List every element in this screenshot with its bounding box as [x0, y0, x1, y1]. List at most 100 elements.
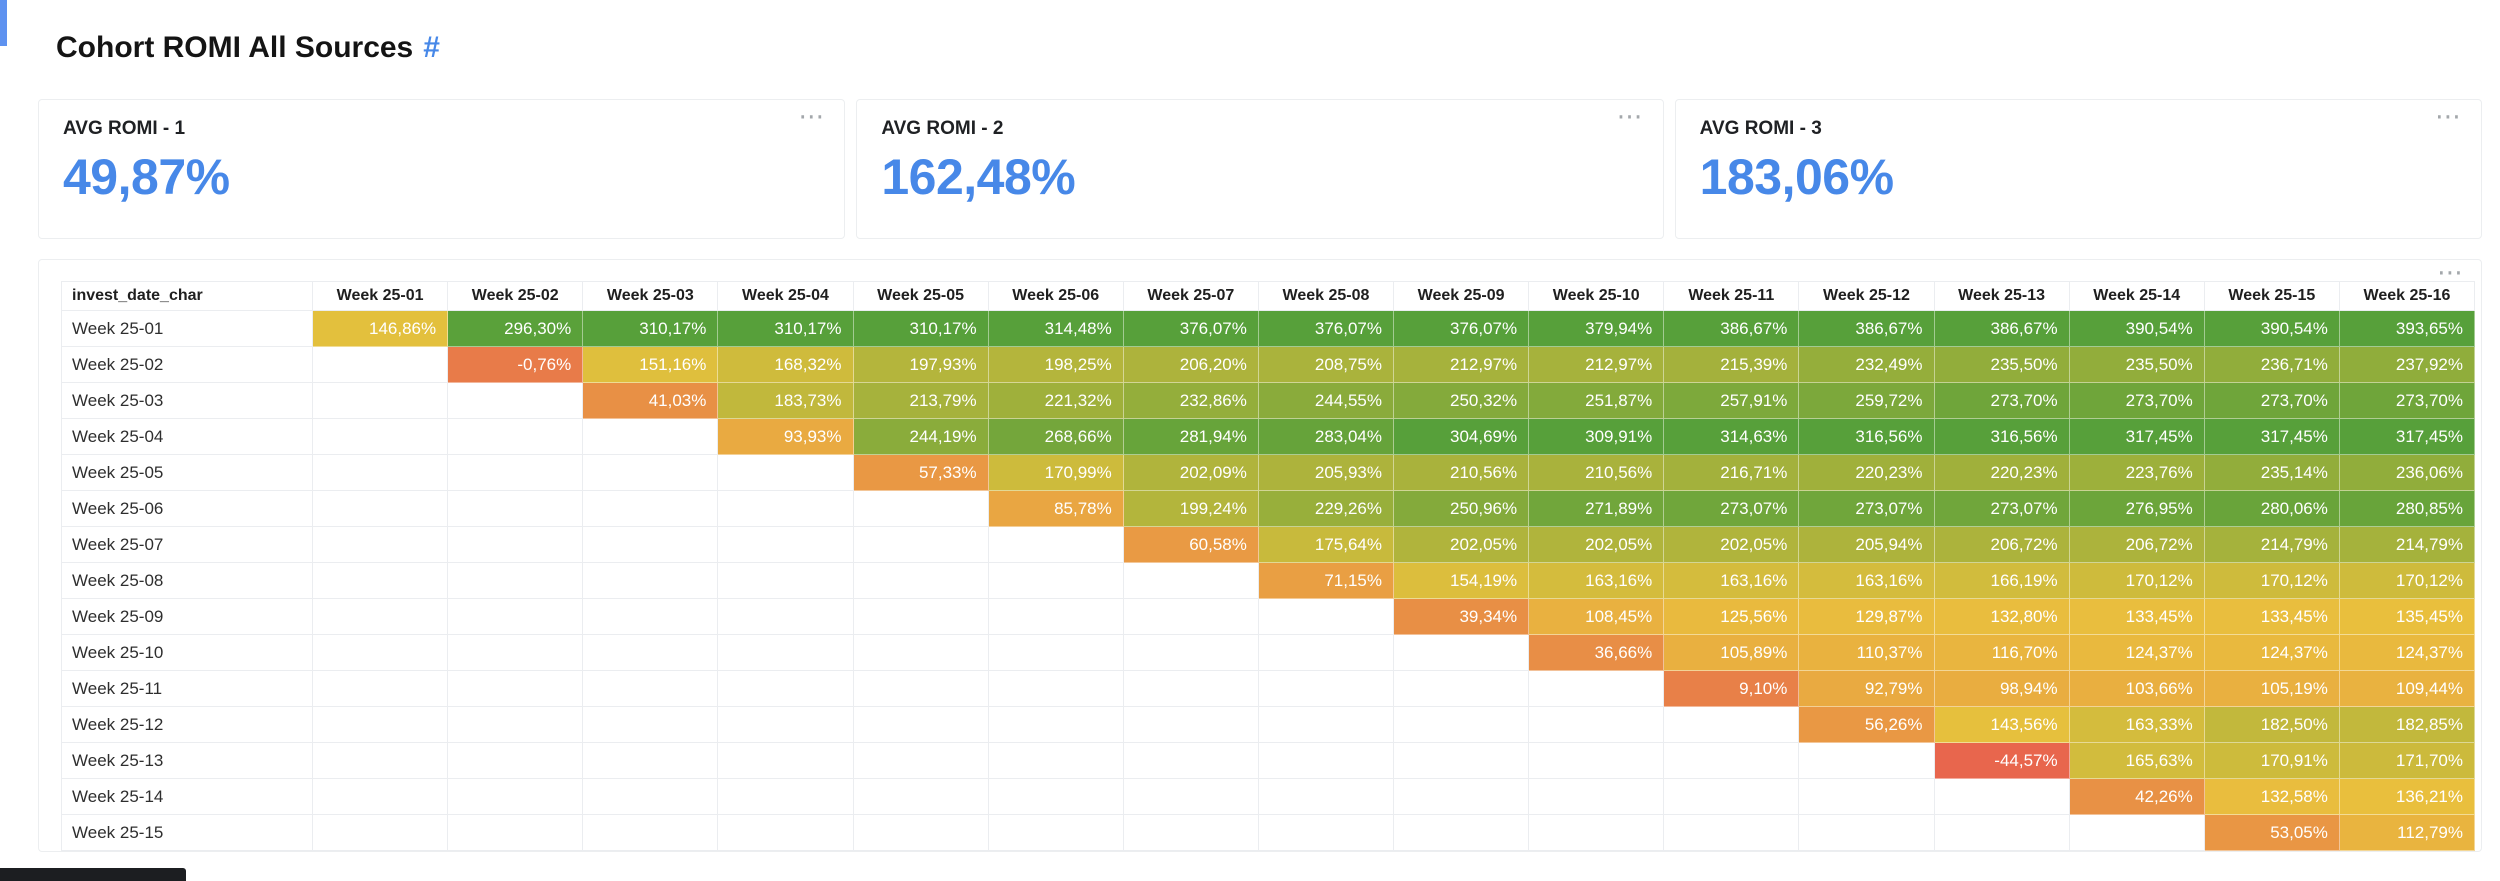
- heatmap-cell: 212,97%: [1529, 347, 1665, 383]
- column-header[interactable]: Week 25-08: [1258, 281, 1394, 311]
- empty-cell: [1123, 707, 1259, 743]
- column-header[interactable]: Week 25-06: [988, 281, 1124, 311]
- row-label: Week 25-06: [61, 491, 313, 527]
- heatmap-cell: 163,16%: [1529, 563, 1665, 599]
- column-header[interactable]: Week 25-04: [718, 281, 854, 311]
- heatmap-cell: 212,97%: [1394, 347, 1530, 383]
- widget-menu-icon[interactable]: ⋯: [2437, 257, 2463, 287]
- empty-cell: [1529, 815, 1665, 851]
- column-header[interactable]: Week 25-15: [2204, 281, 2340, 311]
- heatmap-cell: 197,93%: [853, 347, 989, 383]
- heatmap-cell: 151,16%: [583, 347, 719, 383]
- heatmap-cell: 273,07%: [1799, 491, 1935, 527]
- bottom-bar-fragment: [0, 868, 186, 881]
- empty-cell: [583, 419, 719, 455]
- page-title-text: Cohort ROMI All Sources: [56, 31, 414, 64]
- empty-cell: [313, 743, 449, 779]
- empty-cell: [313, 599, 449, 635]
- empty-cell: [1799, 743, 1935, 779]
- table-row: Week 25-13 -44,57% 165,63% 170,91% 171,70%: [61, 743, 2475, 779]
- column-header[interactable]: Week 25-05: [853, 281, 989, 311]
- empty-cell: [448, 383, 584, 419]
- widget-menu-icon[interactable]: ⋯: [1616, 101, 1643, 131]
- heatmap-cell: 220,23%: [1799, 455, 1935, 491]
- empty-cell: [1258, 743, 1394, 779]
- column-header[interactable]: Week 25-01: [313, 281, 449, 311]
- widget-menu-icon[interactable]: ⋯: [2434, 101, 2461, 131]
- empty-cell: [1799, 779, 1935, 815]
- heatmap-cell: 237,92%: [2339, 347, 2475, 383]
- row-label: Week 25-03: [61, 383, 313, 419]
- heatmap-cell: 273,70%: [2069, 383, 2205, 419]
- heatmap-cell: 236,71%: [2204, 347, 2340, 383]
- empty-cell: [1664, 707, 1800, 743]
- empty-cell: [1123, 635, 1259, 671]
- heatmap-cell: 103,66%: [2069, 671, 2205, 707]
- column-header[interactable]: Week 25-16: [2339, 281, 2475, 311]
- empty-cell: [583, 599, 719, 635]
- heatmap-cell: 112,79%: [2339, 815, 2475, 851]
- row-label: Week 25-02: [61, 347, 313, 383]
- heatmap-cell: 206,72%: [1934, 527, 2070, 563]
- heatmap-cell: 317,45%: [2069, 419, 2205, 455]
- heatmap-cell: 124,37%: [2069, 635, 2205, 671]
- heatmap-cell: 175,64%: [1258, 527, 1394, 563]
- column-header[interactable]: Week 25-14: [2069, 281, 2205, 311]
- title-anchor-link[interactable]: #: [423, 31, 440, 64]
- heatmap-cell: 281,94%: [1123, 419, 1259, 455]
- empty-cell: [1394, 743, 1530, 779]
- column-header[interactable]: Week 25-10: [1529, 281, 1665, 311]
- empty-cell: [1258, 779, 1394, 815]
- heatmap-cell: 210,56%: [1529, 455, 1665, 491]
- empty-cell: [313, 491, 449, 527]
- heatmap-cell: 206,72%: [2069, 527, 2205, 563]
- heatmap-cell: 393,65%: [2339, 311, 2475, 347]
- column-header[interactable]: Week 25-12: [1799, 281, 1935, 311]
- empty-cell: [583, 527, 719, 563]
- column-header[interactable]: Week 25-11: [1664, 281, 1800, 311]
- column-header[interactable]: Week 25-03: [583, 281, 719, 311]
- empty-cell: [448, 707, 584, 743]
- cohort-table-card: ⋯ invest_date_char Week 25-01 Week 25-02 We…: [38, 257, 2482, 852]
- heatmap-cell: 232,49%: [1799, 347, 1935, 383]
- heatmap-cell: 163,33%: [2069, 707, 2205, 743]
- column-header-invest-date-char[interactable]: invest_date_char: [61, 281, 313, 311]
- table-row: Week 25-08 71,15% 154,19% 163,16% 163,16% 163…: [61, 563, 2475, 599]
- heatmap-cell: 220,23%: [1934, 455, 2070, 491]
- column-header[interactable]: Week 25-07: [1123, 281, 1259, 311]
- table-row: Week 25-04 93,93% 244,19% 268,66% 281,94% 283…: [61, 419, 2475, 455]
- column-header[interactable]: Week 25-09: [1394, 281, 1530, 311]
- empty-cell: [718, 563, 854, 599]
- heatmap-cell: 170,99%: [988, 455, 1124, 491]
- heatmap-cell: 41,03%: [583, 383, 719, 419]
- table-row: Week 25-06 85,78% 199,24% 229,26% 250,96% 271…: [61, 491, 2475, 527]
- empty-cell: [448, 455, 584, 491]
- column-header[interactable]: Week 25-02: [448, 281, 584, 311]
- empty-cell: [583, 491, 719, 527]
- empty-cell: [718, 671, 854, 707]
- kpi-title: AVG ROMI - 2: [881, 118, 1004, 139]
- empty-cell: [718, 707, 854, 743]
- heatmap-cell: 92,79%: [1799, 671, 1935, 707]
- heatmap-cell: 376,07%: [1258, 311, 1394, 347]
- empty-cell: [988, 563, 1124, 599]
- empty-cell: [718, 815, 854, 851]
- heatmap-cell: -0,76%: [448, 347, 584, 383]
- heatmap-cell: 250,32%: [1394, 383, 1530, 419]
- heatmap-cell: 296,30%: [448, 311, 584, 347]
- heatmap-cell: 133,45%: [2069, 599, 2205, 635]
- empty-cell: [853, 671, 989, 707]
- row-label: Week 25-01: [61, 311, 313, 347]
- empty-cell: [988, 707, 1124, 743]
- row-label: Week 25-07: [61, 527, 313, 563]
- heatmap-cell: 208,75%: [1258, 347, 1394, 383]
- left-edge-accent: [0, 0, 7, 46]
- column-header[interactable]: Week 25-13: [1934, 281, 2070, 311]
- empty-cell: [448, 671, 584, 707]
- widget-menu-icon[interactable]: ⋯: [798, 101, 825, 131]
- empty-cell: [313, 635, 449, 671]
- heatmap-cell: 154,19%: [1394, 563, 1530, 599]
- heatmap-cell: 229,26%: [1258, 491, 1394, 527]
- empty-cell: [448, 779, 584, 815]
- empty-cell: [2069, 815, 2205, 851]
